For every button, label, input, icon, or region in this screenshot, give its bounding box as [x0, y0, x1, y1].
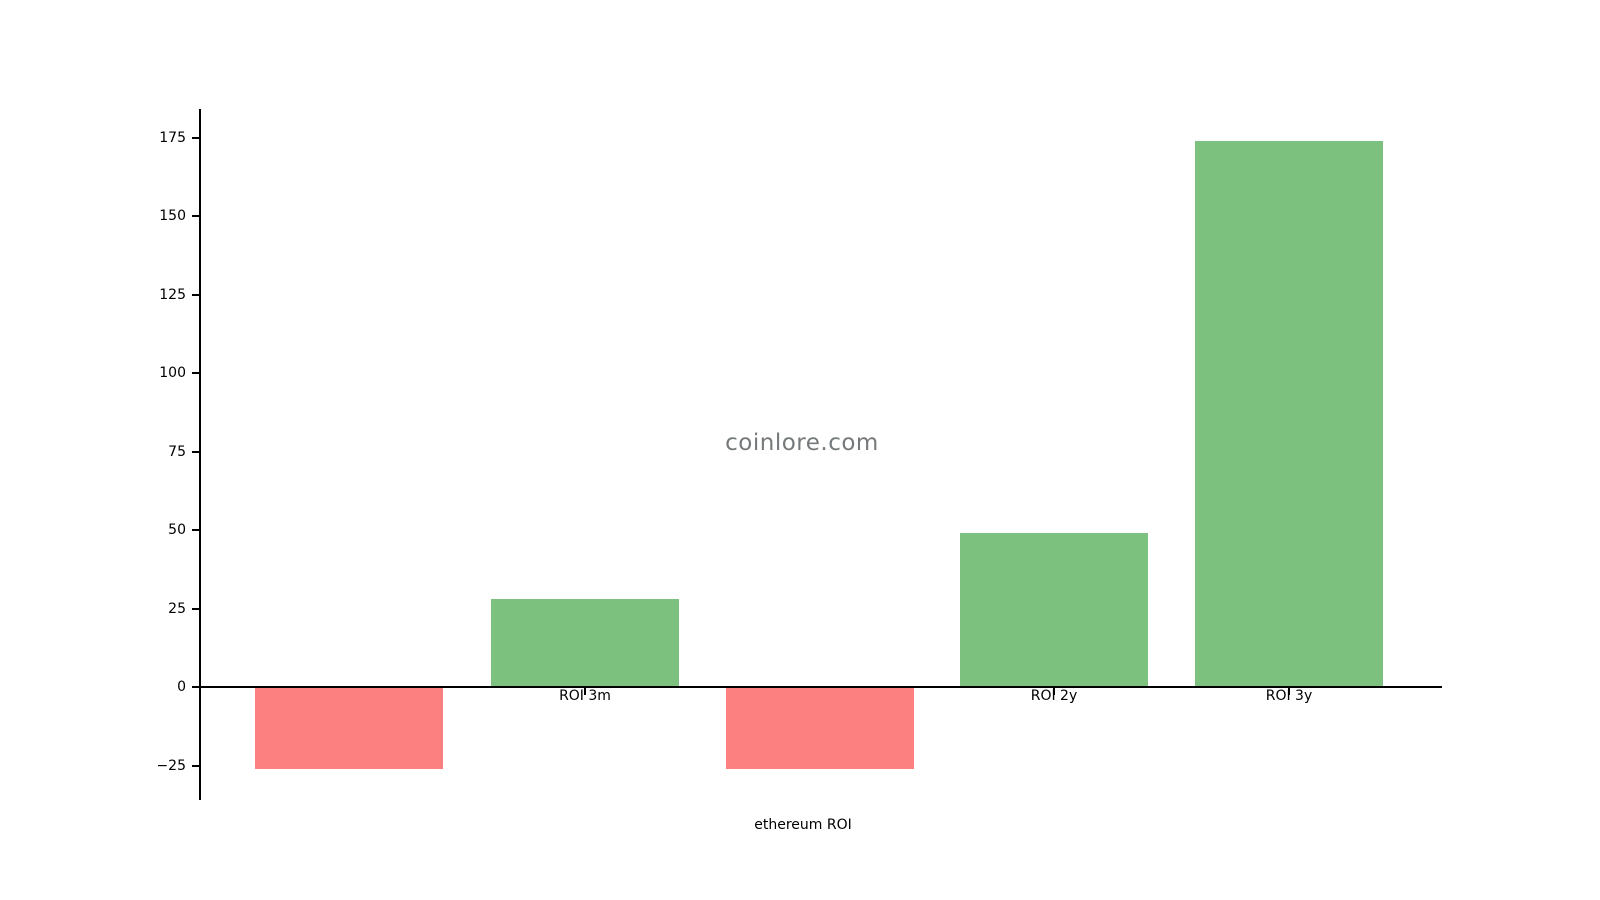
bar-unlabeled-2: [726, 687, 914, 769]
y-tick-label: 150: [159, 208, 186, 224]
bar-roi-3m: [491, 599, 679, 687]
x-tick-mark: [1053, 688, 1055, 695]
bar-unlabeled-0: [255, 687, 443, 769]
y-tick-label: 175: [159, 129, 186, 146]
y-tick-mark: [192, 764, 199, 767]
x-tick-label: ROI 2y: [1030, 688, 1078, 704]
x-tick-mark: [1288, 688, 1290, 695]
bar-roi-3y: [1195, 140, 1383, 687]
y-tick-label: 0: [177, 679, 186, 695]
y-tick-label: 125: [159, 286, 186, 303]
y-tick-label: 25: [168, 600, 186, 617]
y-tick-mark: [192, 607, 199, 610]
y-tick-mark: [192, 293, 199, 296]
x-tick-label: ROI 3m: [559, 688, 611, 704]
bar-roi-2y: [960, 533, 1148, 687]
x-axis-line: [199, 686, 1442, 688]
y-tick-label: 50: [168, 522, 186, 538]
y-axis-line: [199, 109, 201, 801]
y-tick-label: 100: [159, 365, 186, 381]
y-tick-mark: [192, 136, 199, 139]
watermark-text: coinlore.com: [725, 430, 879, 456]
y-tick-mark: [192, 450, 199, 453]
y-tick-mark: [192, 686, 199, 688]
y-tick-label: 75: [168, 443, 186, 460]
x-tick-mark: [584, 688, 586, 695]
y-tick-mark: [192, 215, 199, 217]
y-tick-mark: [192, 529, 199, 531]
x-axis-title: ethereum ROI: [754, 817, 852, 833]
y-tick-mark: [192, 372, 199, 374]
y-tick-label: −25: [156, 757, 186, 774]
x-tick-label: ROI 3y: [1265, 688, 1313, 704]
